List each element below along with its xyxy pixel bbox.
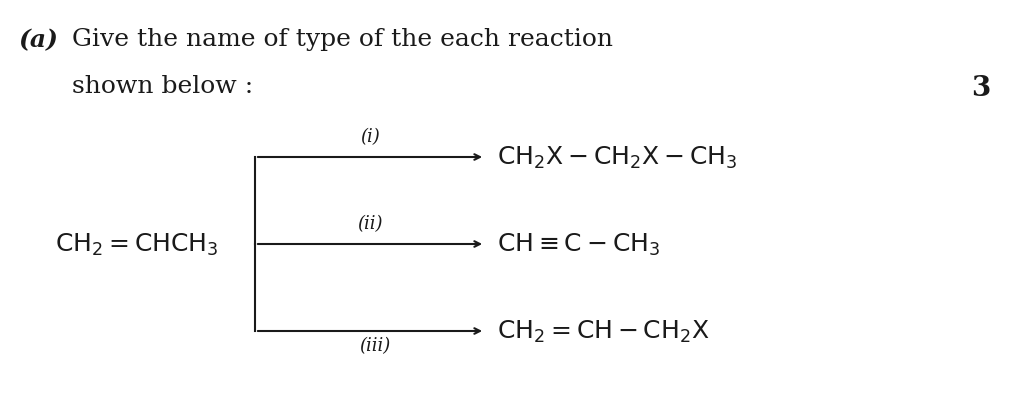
Text: (a): (a) <box>18 28 58 52</box>
Text: $\mathrm{CH_2X-CH_2X-CH_3}$: $\mathrm{CH_2X-CH_2X-CH_3}$ <box>497 144 737 171</box>
Text: shown below :: shown below : <box>72 75 253 98</box>
Text: (ii): (ii) <box>357 214 383 232</box>
Text: 3: 3 <box>971 75 990 102</box>
Text: $\mathrm{CH_2=CHCH_3}$: $\mathrm{CH_2=CHCH_3}$ <box>55 231 218 258</box>
Text: (i): (i) <box>360 128 380 146</box>
Text: $\mathrm{CH \equiv C-CH_3}$: $\mathrm{CH \equiv C-CH_3}$ <box>497 231 660 258</box>
Text: (iii): (iii) <box>359 336 390 354</box>
Text: Give the name of type of the each reaction: Give the name of type of the each reacti… <box>72 28 613 51</box>
Text: $\mathrm{CH_2=CH-CH_2X}$: $\mathrm{CH_2=CH-CH_2X}$ <box>497 318 710 344</box>
